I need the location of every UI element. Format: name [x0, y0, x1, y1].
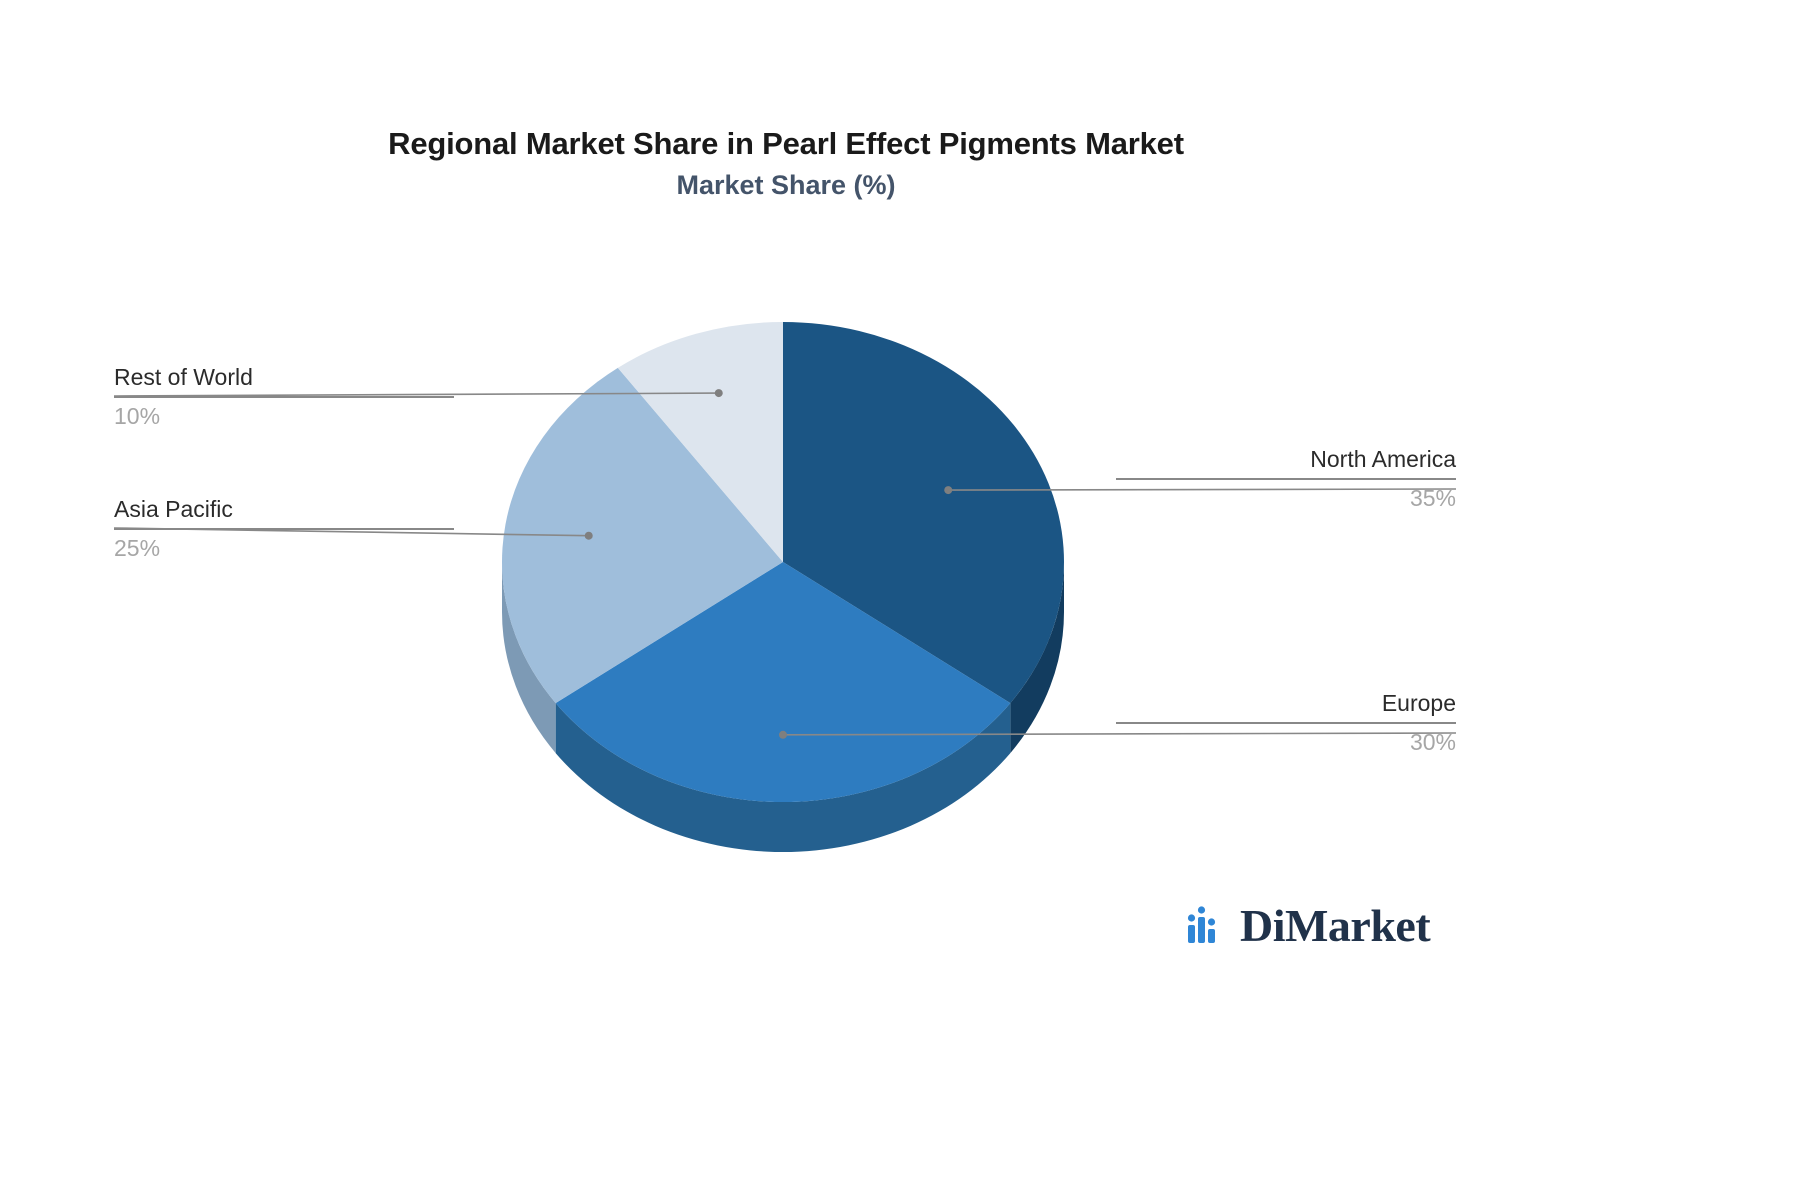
pie-slice-side-north-america [1010, 562, 1064, 754]
leader-line-north-america [948, 488, 1457, 491]
callout-label-europe: Europe [1381, 690, 1456, 716]
dimarket-logo: DiMarket [1186, 900, 1431, 951]
pie-slice-side-europe [555, 703, 1011, 853]
leader-dot-asia-pacific [584, 531, 593, 540]
callout-north-america: North America 35% [1116, 444, 1456, 513]
logo-wordmark: DiMarket [1240, 900, 1431, 951]
callout-value-europe: 30% [1409, 729, 1456, 755]
callout-label-north-america: North America [1310, 446, 1456, 472]
pie-slice-asia-pacific[interactable] [501, 367, 783, 704]
leader-dot-europe [779, 730, 787, 739]
callout-rule-north-america [1116, 478, 1456, 480]
callout-label-asia-pacific: Asia Pacific [114, 496, 233, 522]
leader-dot-north-america [944, 486, 953, 495]
pie-slice-europe[interactable] [555, 562, 1011, 803]
callout-rule-asia-pacific [114, 528, 454, 530]
callout-rest-of-world: Rest of World 10% [114, 362, 454, 431]
pie-slice-north-america[interactable] [783, 322, 1065, 704]
callout-rule-europe [1116, 722, 1456, 724]
pie-slice-rest-of-world[interactable] [617, 322, 783, 562]
chart-subtitle: Market Share (%) [676, 170, 896, 200]
leader-dot-rest-of-world [714, 389, 723, 398]
leader-line-europe [782, 732, 1457, 736]
callout-value-asia-pacific: 25% [114, 535, 161, 561]
bar-chart-icon [1187, 906, 1216, 943]
callout-asia-pacific: Asia Pacific 25% [114, 494, 454, 563]
pie-slice-side-asia-pacific [502, 562, 556, 754]
callout-value-rest-of-world: 10% [114, 403, 161, 429]
callout-rule-rest-of-world [114, 396, 454, 398]
leader-line-rest-of-world [113, 392, 719, 397]
callout-label-rest-of-world: Rest of World [114, 364, 253, 390]
callout-value-north-america: 35% [1409, 485, 1456, 511]
chart-title: Regional Market Share in Pearl Effect Pi… [388, 126, 1184, 161]
callout-europe: Europe 30% [1116, 688, 1456, 757]
